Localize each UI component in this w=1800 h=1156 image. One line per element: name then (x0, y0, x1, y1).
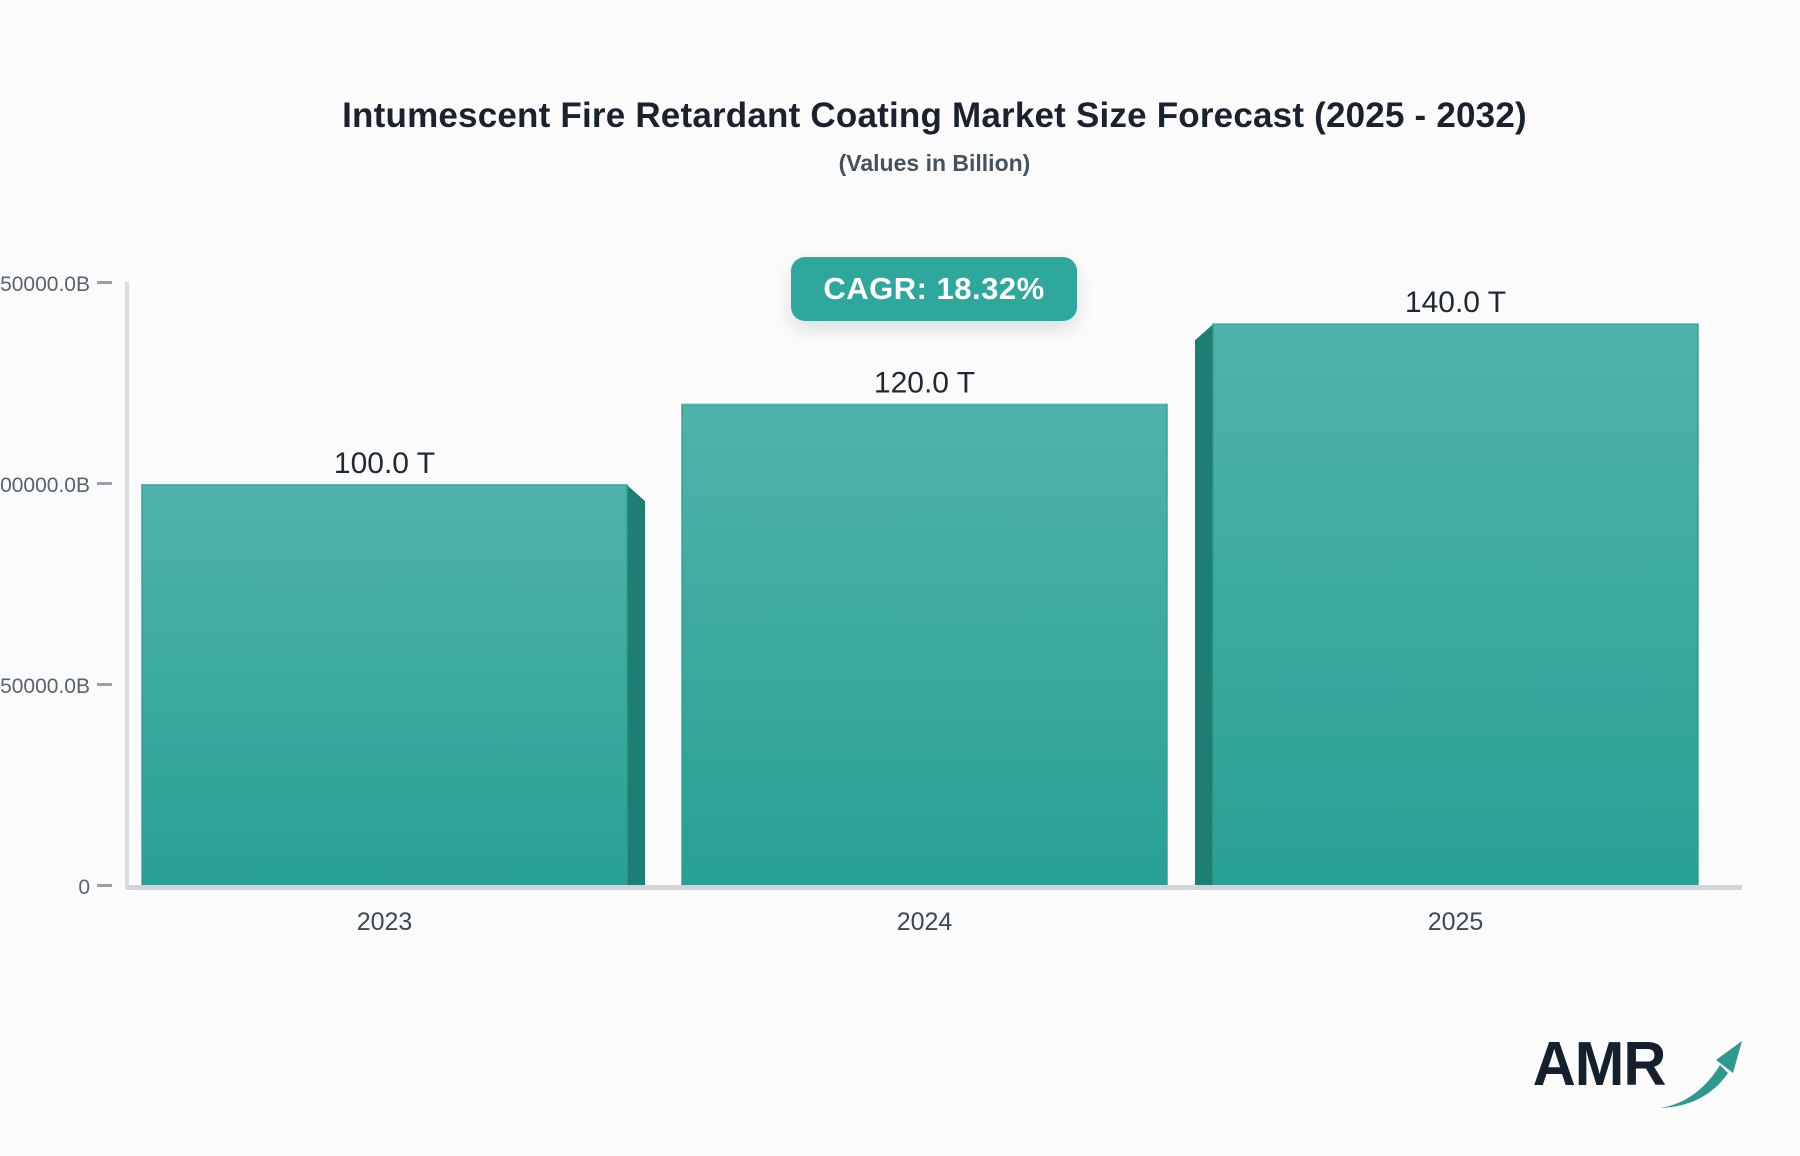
x-axis-label-2024: 2024 (897, 908, 953, 936)
bar-side-face-2023 (627, 485, 645, 887)
bar-2024[interactable] (681, 403, 1168, 888)
page-subtitle: (Values in Billion) (838, 150, 1031, 176)
cagr-badge-label: CAGR: 18.32% (823, 271, 1045, 306)
bar-value-label-2024: 120.0 T (874, 367, 975, 400)
page-title: Intumescent Fire Retardant Coating Marke… (342, 96, 1527, 135)
growth-arrow-icon (1660, 1041, 1743, 1108)
y-axis-label: 150000.0B (0, 273, 90, 296)
cagr-badge: CAGR: 18.32% (791, 257, 1077, 321)
y-axis-label: 100000.0B (0, 474, 90, 497)
bar-2025[interactable] (1212, 323, 1699, 888)
bar-side-face-2025 (1195, 324, 1213, 887)
x-axis-line (127, 885, 1742, 890)
x-axis-label-2023: 2023 (357, 908, 413, 936)
x-axis-label-2025: 2025 (1428, 908, 1484, 936)
bar-2023[interactable] (141, 484, 628, 888)
amr-logo-text: AMR (1532, 1030, 1667, 1099)
bar-value-label-2023: 100.0 T (334, 447, 435, 480)
y-axis-label: 50000.0B (0, 675, 90, 698)
y-axis-label: 0 (78, 876, 90, 899)
bar-value-label-2025: 140.0 T (1405, 286, 1506, 319)
amr-logo: AMR (1530, 1034, 1744, 1114)
y-axis-line (125, 282, 129, 889)
